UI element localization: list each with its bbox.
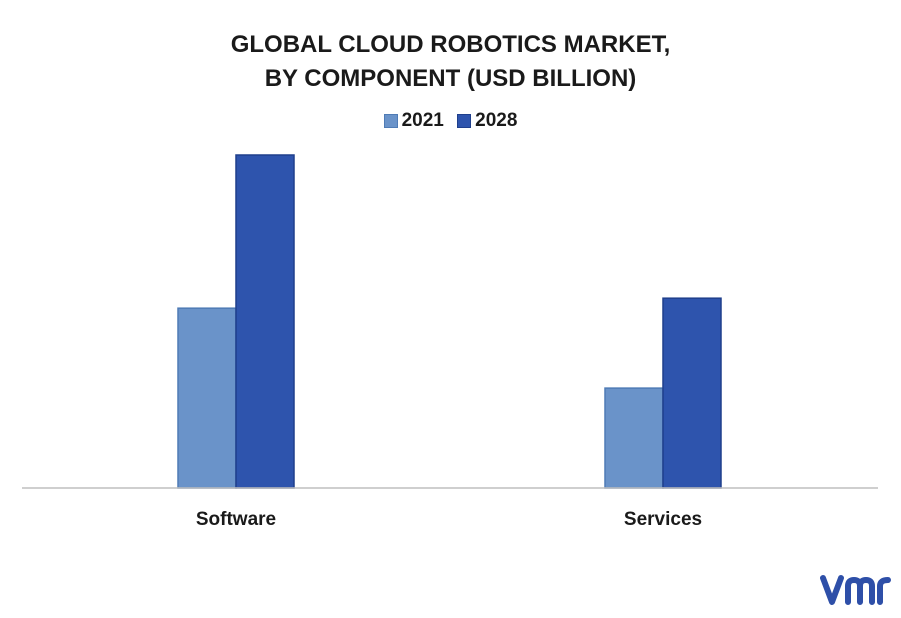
chart-legend: 2021 2028	[0, 110, 901, 134]
bar-services-2028	[662, 297, 722, 489]
x-tick-label-software: Software	[196, 509, 276, 530]
chart-title: GLOBAL CLOUD ROBOTICS MARKET, BY COMPONE…	[0, 28, 901, 96]
legend-label-2028: 2028	[475, 110, 518, 131]
x-tick-label-services: Services	[624, 509, 702, 530]
legend-item-2021: 2021	[383, 110, 444, 132]
legend-item-2028: 2028	[457, 110, 517, 132]
legend-swatch-2028	[457, 114, 472, 128]
chart-title-line2: BY COMPONENT (USD BILLION)	[264, 65, 637, 92]
legend-label-2021: 2021	[401, 110, 444, 131]
bar-software-2028	[235, 154, 295, 489]
chart-title-line1: GLOBAL CLOUD ROBOTICS MARKET,	[230, 31, 671, 58]
legend-swatch-2021	[383, 114, 398, 128]
vmr-logo-icon	[820, 570, 892, 615]
bar-services-2021	[604, 387, 664, 489]
bar-software-2021	[177, 307, 237, 489]
